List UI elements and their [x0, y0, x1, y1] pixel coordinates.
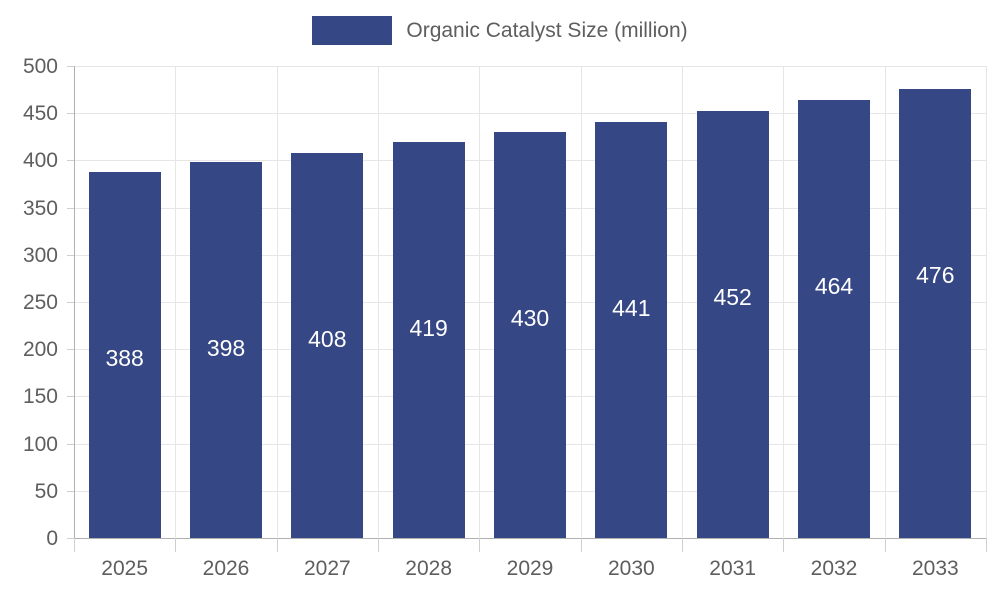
bar[interactable] — [392, 142, 465, 538]
bar[interactable] — [696, 111, 769, 538]
x-axis-tick-mark — [986, 538, 987, 552]
bar-value-label: 419 — [409, 315, 448, 342]
y-axis-tick-label: 250 — [22, 291, 58, 314]
x-axis-tick-mark — [378, 538, 379, 552]
bar[interactable] — [291, 152, 364, 538]
x-axis-tick-label: 2026 — [202, 557, 250, 580]
plot-area: 388 398 408 419 430 441 452 464 476 — [67, 66, 987, 539]
gridline-vertical — [682, 66, 683, 538]
x-axis-tick-label: 2030 — [607, 557, 655, 580]
x-axis: 2025 2026 2027 2028 2029 2030 2031 2032 2033 — [74, 538, 987, 598]
y-axis-tick-label: 150 — [22, 385, 58, 409]
x-axis-tick-mark — [682, 538, 683, 552]
y-axis-tick-mark — [67, 302, 74, 303]
y-axis-tick-mark — [67, 207, 74, 209]
x-axis-tick-label: 2032 — [810, 557, 858, 580]
bar[interactable] — [798, 99, 870, 538]
legend-swatch-icon — [312, 15, 393, 45]
y-axis-tick-mark — [67, 254, 74, 256]
y-axis-tick-mark — [67, 538, 74, 539]
x-axis-tick-mark — [885, 538, 886, 552]
bar-value-label: 476 — [916, 261, 955, 288]
gridline-vertical — [885, 66, 886, 538]
y-axis-tick-mark — [67, 490, 74, 492]
bar[interactable] — [899, 88, 972, 538]
gridline-horizontal — [74, 66, 986, 67]
x-axis-tick-mark — [74, 538, 75, 552]
x-axis-tick-label: 2027 — [303, 557, 351, 580]
bar-value-label: 464 — [814, 272, 854, 299]
bar-value-label: 452 — [713, 284, 752, 311]
y-axis-tick-mark — [67, 160, 74, 162]
gridline-vertical — [479, 66, 480, 538]
bar-value-label: 441 — [612, 294, 651, 321]
y-axis-tick-mark — [67, 113, 74, 115]
y-axis-tick-label: 500 — [22, 55, 58, 78]
gridline-vertical — [378, 66, 379, 538]
bar-value-label: 408 — [308, 325, 347, 352]
gridline-vertical — [783, 66, 784, 538]
gridline-vertical — [581, 66, 582, 538]
legend-entry-organic-catalyst-size[interactable]: Organic Catalyst Size (million) — [312, 15, 688, 45]
gridline-vertical — [986, 66, 987, 538]
gridline-horizontal — [74, 113, 986, 115]
gridline-vertical — [175, 66, 176, 538]
x-axis-tick-mark — [479, 538, 480, 552]
x-axis-tick-label: 2025 — [101, 557, 149, 580]
y-axis-tick-label: 200 — [22, 338, 58, 362]
x-axis-tick-label: 2033 — [911, 557, 959, 580]
y-axis-tick-label: 300 — [22, 243, 58, 267]
y-axis-line — [74, 66, 75, 538]
x-axis-tick-label: 2031 — [709, 557, 757, 580]
x-axis-tick-mark — [175, 538, 176, 552]
y-axis-tick-label: 450 — [22, 102, 58, 126]
bar-value-label: 388 — [105, 344, 144, 371]
legend-label: Organic Catalyst Size (million) — [406, 18, 688, 42]
y-axis-tick-label: 50 — [34, 479, 58, 503]
y-axis-tick-label: 400 — [22, 149, 58, 173]
y-axis-tick-mark — [67, 443, 74, 445]
x-axis-tick-label: 2028 — [405, 557, 453, 580]
chart-legend: Organic Catalyst Size (million) — [0, 12, 1000, 48]
bar[interactable] — [595, 121, 668, 538]
x-axis-tick-mark — [277, 538, 278, 552]
bar-value-label: 430 — [510, 305, 550, 332]
x-axis-line — [74, 538, 986, 539]
bar[interactable] — [494, 132, 566, 538]
x-axis-tick-mark — [581, 538, 582, 552]
y-axis-tick-label: 0 — [46, 527, 58, 550]
gridline-vertical — [277, 66, 278, 538]
bar-value-label: 398 — [206, 335, 246, 362]
bar[interactable] — [190, 162, 262, 538]
y-axis-tick-mark — [67, 349, 74, 351]
y-axis-tick-label: 100 — [22, 432, 58, 456]
y-axis-tick-mark — [67, 396, 74, 398]
y-axis-tick-label: 350 — [22, 196, 58, 220]
x-axis-tick-label: 2029 — [506, 557, 554, 580]
x-axis-tick-mark — [783, 538, 784, 552]
bar[interactable] — [88, 171, 161, 538]
y-axis-tick-mark — [67, 66, 74, 67]
